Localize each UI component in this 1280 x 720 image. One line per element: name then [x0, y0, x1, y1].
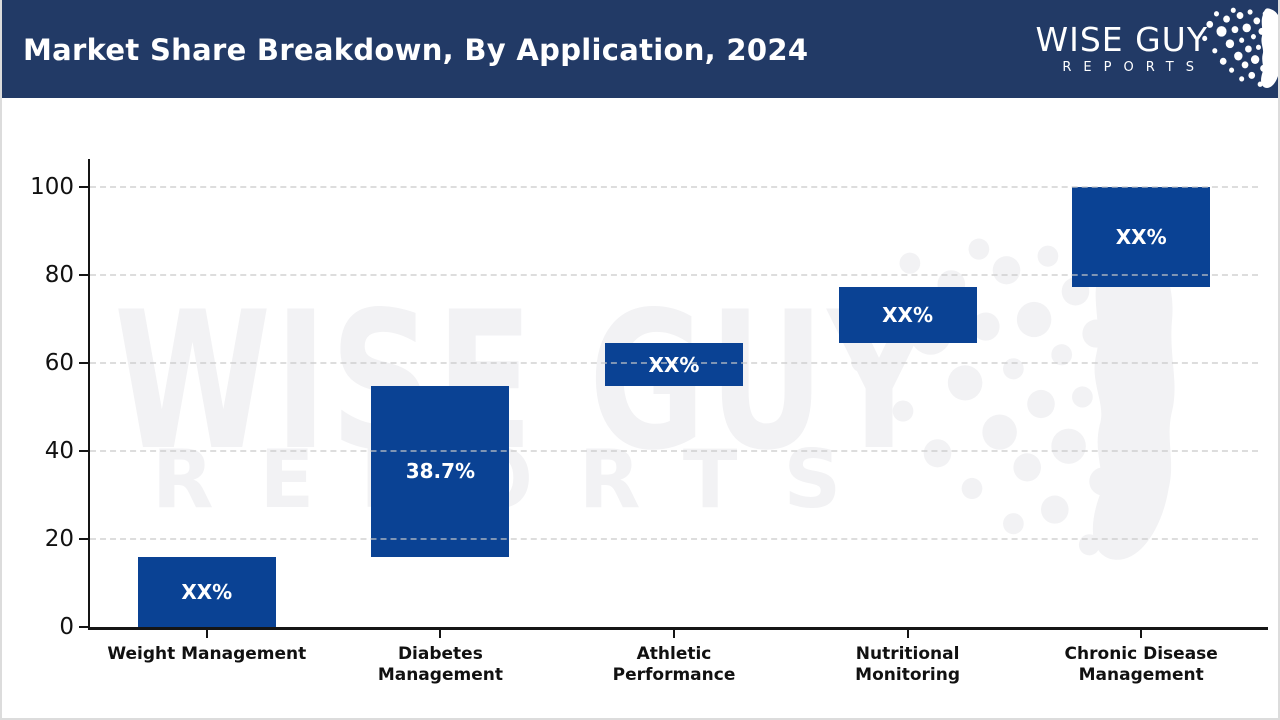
watermark-text-line2: REPORTS [152, 433, 888, 526]
brand-logo-subtext: REPORTS [1062, 60, 1206, 75]
bar [371, 386, 510, 557]
x-category-label-line: Management [1078, 665, 1204, 685]
gridline [90, 449, 1258, 452]
y-tick-mark [79, 185, 89, 188]
watermark-text-line1: WISE GUY [114, 271, 934, 492]
x-category-label-line: Performance [612, 665, 736, 685]
gridline [90, 273, 1258, 276]
y-tick-label: 40 [44, 437, 74, 464]
x-category-label-line: Weight Management [107, 644, 307, 664]
y-tick-mark [79, 449, 89, 452]
y-tick-label: 20 [44, 525, 74, 552]
brand-face-dots-icon [1202, 7, 1278, 88]
gridline [90, 185, 1258, 188]
brand-logo: WISE GUY REPORTS [1022, 0, 1278, 98]
gridline [90, 537, 1258, 540]
x-category-label: Nutritional Monitoring [793, 644, 1023, 686]
gridline [90, 361, 1258, 364]
x-category-label-line: Nutritional [855, 644, 960, 664]
x-axis-line [88, 627, 1268, 630]
y-tick-label: 80 [44, 261, 74, 288]
x-category-label: Diabetes Management [325, 644, 555, 686]
x-category-label: Weight Management [92, 644, 322, 665]
bar [605, 343, 743, 387]
y-tick-mark [79, 273, 89, 276]
bar-value-label: XX% [882, 303, 934, 328]
x-tick-mark [906, 630, 909, 638]
bar-value-label: 38.7% [405, 459, 476, 484]
brand-logo-text: WISE GUY [1035, 20, 1208, 59]
x-category-label-line: Chronic Disease [1064, 644, 1218, 664]
x-tick-mark [1140, 630, 1143, 638]
y-tick-label: 0 [59, 614, 74, 640]
x-category-label-line: Management [377, 665, 503, 685]
y-tick-mark [79, 537, 89, 540]
y-axis-line [88, 159, 90, 630]
y-tick-mark [79, 626, 89, 628]
y-tick-label: 100 [30, 173, 74, 200]
y-tick-mark [79, 361, 89, 364]
bar-value-label: XX% [181, 579, 233, 604]
bar [838, 287, 977, 344]
x-category-label: Chronic Disease Management [1026, 644, 1256, 686]
x-tick-mark [673, 630, 675, 638]
bar-value-label: XX% [648, 352, 700, 377]
x-category-label-line: Diabetes [397, 644, 483, 664]
x-category-label-line: Monitoring [855, 665, 960, 685]
bar-value-label: XX% [1115, 224, 1167, 249]
x-tick-mark [205, 630, 208, 638]
y-tick-label: 60 [44, 349, 74, 376]
page-title: Market Share Breakdown, By Application, … [23, 33, 809, 67]
header-bar: Market Share Breakdown, By Application, … [2, 0, 1278, 98]
x-category-label: Athletic Performance [559, 644, 789, 686]
bar [137, 556, 276, 627]
x-category-label-line: Athletic [636, 644, 712, 664]
bar [1072, 186, 1211, 288]
x-tick-mark [439, 630, 442, 638]
